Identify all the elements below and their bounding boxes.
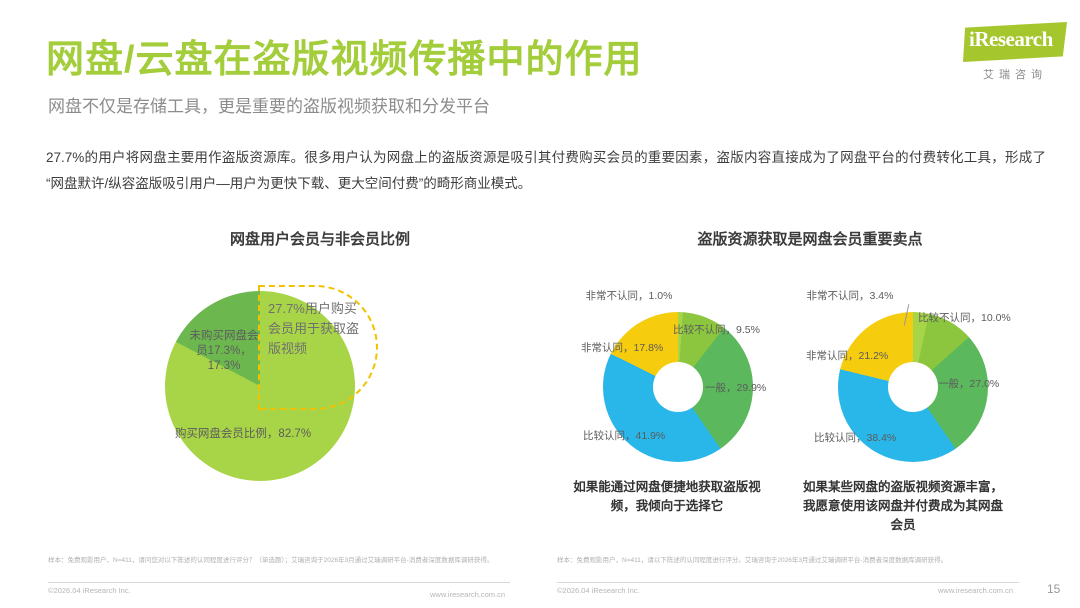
donut2-label-very-disagree: 非常不认同，3.4% (806, 290, 894, 302)
donut2-label-somewhat-disagree: 比较不认同，10.0% (918, 312, 1011, 324)
logo-chinese-name: 艾瑞咨询 (983, 69, 1047, 81)
page-number: 15 (1047, 582, 1061, 596)
pie-label-nonmember: 未购买网盘会员17.3%，17.3% (189, 330, 259, 372)
logo-badge: iResearch (963, 22, 1067, 62)
iresearch-logo: iResearch 艾瑞咨询 (963, 22, 1067, 84)
membership-pie-chart: 未购买网盘会员17.3%，17.3% 购买网盘会员比例，82.7% 27.7%用… (150, 285, 400, 485)
page-subtitle: 网盘不仅是存储工具，更是重要的盗版视频获取和分发平台 (48, 97, 490, 116)
donut1-label-very-agree: 非常认同，17.8% (581, 342, 664, 354)
footnote-left: 样本：免费观影用户，N=411，请问您对以下陈述的认同程度进行评分？（单选题）；… (48, 557, 494, 564)
donut-1-caption: 如果能通过网盘便捷地获取盗版视频，我倾向于选择它 (573, 480, 761, 513)
footer-rule-right (557, 582, 1019, 583)
right-chart-title: 盗版资源获取是网盘会员重要卖点 (697, 231, 923, 248)
website-url-right: www.iresearch.com.cn (938, 586, 1014, 595)
agreement-donut-chart-2: 非常不认同，3.4% 比较不认同，10.0% 一般，27.0% 比较认同，38.… (800, 290, 1015, 485)
donut2-label-neutral: 一般，27.0% (938, 378, 1000, 390)
logo-wordmark: iResearch (969, 27, 1053, 51)
pie-callout-text: 27.7%用户购买会员用于获取盗版视频 (268, 301, 360, 356)
donut1-label-somewhat-disagree: 比较不认同，9.5% (673, 324, 760, 336)
donut2-label-very-agree: 非常认同，21.2% (806, 350, 889, 362)
copyright-right: ©2026.04 iResearch Inc. (557, 586, 640, 595)
logo-dot-icon (971, 23, 975, 27)
donut1-label-neutral: 一般，29.9% (705, 382, 767, 394)
donut2-label-somewhat-agree: 比较认同，38.4% (814, 432, 897, 444)
copyright-left: ©2026.04 iResearch Inc. (48, 586, 131, 595)
left-chart-title: 网盘用户会员与非会员比例 (229, 231, 410, 248)
agreement-donut-chart-1: 非常不认同，1.0% 比较不认同，9.5% 一般，29.9% 比较认同，41.9… (565, 290, 780, 485)
donut-2-segments (838, 312, 988, 462)
body-paragraph: 27.7%的用户将网盘主要用作盗版资源库。很多用户认为网盘上的盗版资源是吸引其付… (46, 150, 1046, 191)
donut-2-caption: 如果某些网盘的盗版视频资源丰富，我愿意使用该网盘并付费成为其网盘会员 (803, 480, 1004, 532)
donut1-label-very-disagree: 非常不认同，1.0% (585, 290, 673, 302)
donut-1-segments (603, 312, 753, 462)
highlight-dashed-outline (258, 285, 378, 410)
footer-rule-left (48, 582, 510, 583)
pie-label-member: 购买网盘会员比例，82.7% (174, 428, 312, 440)
page-title: 网盘/云盘在盗版视频传播中的作用 (46, 39, 643, 81)
donut1-label-somewhat-agree: 比较认同，41.9% (583, 430, 666, 442)
website-url-left: www.iresearch.com.cn (430, 590, 506, 599)
footnote-right: 样本：免费观影用户，N=411，请以下陈述的认同程度进行评分。艾瑞咨询于2026… (557, 557, 948, 564)
